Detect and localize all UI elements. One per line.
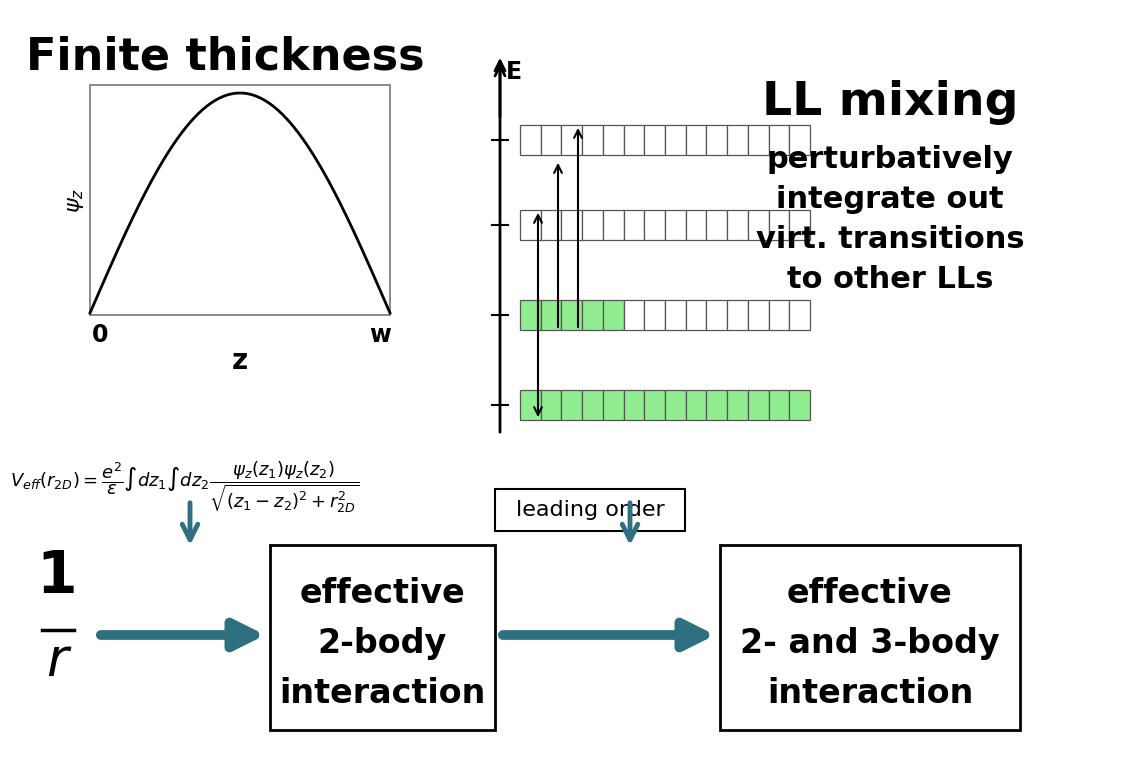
Bar [685, 210, 707, 240]
Bar [789, 210, 810, 240]
Bar [748, 125, 769, 155]
Bar [707, 210, 727, 240]
Text: interaction: interaction [766, 677, 973, 710]
Bar [685, 390, 707, 420]
Bar [665, 300, 685, 330]
Bar [665, 390, 685, 420]
Text: Finite thickness: Finite thickness [25, 35, 425, 78]
Text: LL mixing: LL mixing [762, 80, 1019, 125]
Bar [644, 390, 665, 420]
Bar [540, 210, 562, 240]
Bar [769, 125, 789, 155]
Text: effective: effective [299, 577, 466, 610]
Text: leading order: leading order [516, 500, 665, 520]
Text: interaction: interaction [280, 677, 485, 710]
Bar [644, 210, 665, 240]
Bar [562, 390, 582, 420]
Text: r: r [46, 635, 67, 687]
Text: effective: effective [787, 577, 952, 610]
Bar [624, 390, 644, 420]
Bar [748, 390, 769, 420]
Bar [520, 390, 540, 420]
Text: $\psi_z$: $\psi_z$ [66, 188, 86, 213]
Bar [789, 300, 810, 330]
Bar [685, 300, 707, 330]
Text: z: z [232, 347, 248, 375]
Bar [789, 390, 810, 420]
Bar [562, 125, 582, 155]
Bar [582, 390, 603, 420]
Bar [727, 390, 748, 420]
Bar [624, 125, 644, 155]
Bar [644, 300, 665, 330]
Bar [624, 300, 644, 330]
Bar [769, 210, 789, 240]
Bar [665, 125, 685, 155]
Text: to other LLs: to other LLs [787, 265, 994, 294]
Bar [748, 210, 769, 240]
Bar [540, 300, 562, 330]
Text: virt. transitions: virt. transitions [756, 225, 1024, 254]
Bar [582, 210, 603, 240]
Text: $V_{eff}(r_{2D}) = \dfrac{e^2}{\epsilon}\int dz_1 \int dz_2 \dfrac{\psi_z(z_1)\p: $V_{eff}(r_{2D}) = \dfrac{e^2}{\epsilon}… [10, 460, 360, 516]
Bar [727, 300, 748, 330]
Bar [727, 125, 748, 155]
Bar [603, 300, 624, 330]
Bar [603, 210, 624, 240]
Bar [562, 300, 582, 330]
Text: 2-body: 2-body [317, 627, 448, 660]
Bar [562, 210, 582, 240]
Text: 1: 1 [37, 548, 78, 605]
Text: perturbatively: perturbatively [766, 145, 1013, 174]
Bar [582, 300, 603, 330]
Bar [644, 125, 665, 155]
Bar [520, 125, 540, 155]
Bar [494, 489, 685, 531]
Text: w: w [369, 323, 391, 347]
Text: E: E [506, 60, 522, 84]
Bar [520, 300, 540, 330]
Bar [719, 545, 1020, 730]
Text: 2- and 3-body: 2- and 3-body [740, 627, 999, 660]
Bar [769, 390, 789, 420]
Bar [727, 210, 748, 240]
Bar [603, 390, 624, 420]
Bar [707, 125, 727, 155]
Bar [624, 210, 644, 240]
Bar [540, 125, 562, 155]
Text: integrate out: integrate out [777, 185, 1004, 214]
Bar [540, 390, 562, 420]
Bar [603, 125, 624, 155]
Bar [520, 210, 540, 240]
Bar [748, 300, 769, 330]
Bar [707, 390, 727, 420]
Bar [270, 545, 494, 730]
Bar [707, 300, 727, 330]
Bar [789, 125, 810, 155]
Text: 0: 0 [91, 323, 108, 347]
Bar [685, 125, 707, 155]
Bar [769, 300, 789, 330]
Bar [582, 125, 603, 155]
Bar [665, 210, 685, 240]
Bar [90, 85, 391, 315]
